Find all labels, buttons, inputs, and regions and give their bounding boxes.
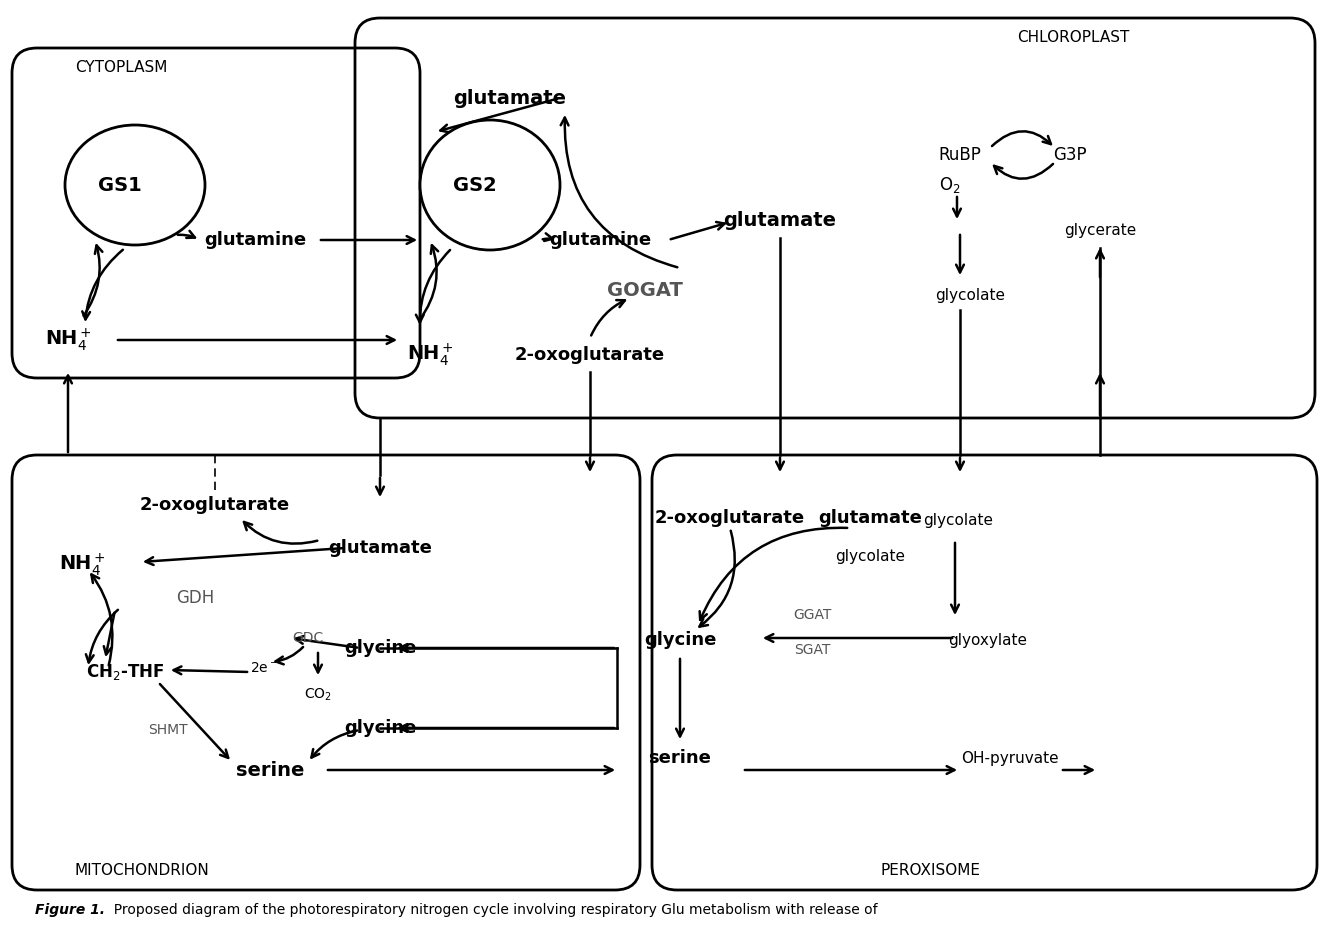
Text: GS2: GS2: [454, 175, 497, 194]
Text: glycine: glycine: [344, 719, 416, 737]
Text: glutamate: glutamate: [329, 539, 432, 557]
Text: NH$_4^+$: NH$_4^+$: [59, 552, 105, 579]
Text: RuBP: RuBP: [939, 146, 982, 164]
Text: serine: serine: [235, 761, 305, 779]
Text: Figure 1.: Figure 1.: [35, 903, 105, 917]
Text: glyoxylate: glyoxylate: [948, 632, 1028, 647]
Text: glycolate: glycolate: [935, 288, 1005, 302]
Text: serine: serine: [649, 749, 712, 767]
Text: glutamate: glutamate: [724, 210, 837, 230]
Text: glutamate: glutamate: [818, 509, 922, 527]
Text: GS1: GS1: [98, 175, 142, 194]
Text: 2-oxoglutarate: 2-oxoglutarate: [654, 509, 805, 527]
Text: glycine: glycine: [644, 631, 716, 649]
Text: MITOCHONDRION: MITOCHONDRION: [74, 863, 210, 878]
Ellipse shape: [65, 125, 205, 245]
Text: 2-oxoglutarate: 2-oxoglutarate: [140, 496, 290, 514]
Text: glutamine: glutamine: [549, 231, 652, 249]
Text: CYTOPLASM: CYTOPLASM: [74, 60, 168, 75]
Ellipse shape: [420, 120, 560, 250]
Text: GGAT: GGAT: [793, 608, 831, 622]
Text: CO$_2$: CO$_2$: [305, 687, 332, 704]
Text: O$_2$: O$_2$: [939, 175, 960, 195]
Text: GOGAT: GOGAT: [606, 280, 682, 299]
Text: glycine: glycine: [344, 639, 416, 657]
Text: OH-pyruvate: OH-pyruvate: [962, 750, 1059, 765]
Text: PEROXISOME: PEROXISOME: [880, 863, 980, 878]
Text: glycerate: glycerate: [1064, 222, 1136, 237]
Text: NH$_4^+$: NH$_4^+$: [44, 326, 92, 354]
Text: 2e$^-$: 2e$^-$: [250, 661, 278, 675]
Text: glycolate: glycolate: [835, 549, 904, 564]
Text: glutamine: glutamine: [203, 231, 306, 249]
Text: 2-oxoglutarate: 2-oxoglutarate: [515, 346, 665, 364]
Text: SGAT: SGAT: [794, 643, 830, 657]
Text: GDC: GDC: [293, 631, 323, 645]
Text: glutamate: glutamate: [454, 88, 567, 108]
Text: Proposed diagram of the photorespiratory nitrogen cycle involving respiratory Gl: Proposed diagram of the photorespiratory…: [105, 903, 878, 917]
Text: glycolate: glycolate: [923, 512, 994, 527]
Text: GDH: GDH: [176, 589, 214, 607]
Text: CH$_2$-THF: CH$_2$-THF: [86, 662, 164, 682]
Text: CHLOROPLAST: CHLOROPLAST: [1017, 30, 1130, 45]
Text: G3P: G3P: [1053, 146, 1087, 164]
Text: NH$_4^+$: NH$_4^+$: [407, 341, 454, 369]
Text: SHMT: SHMT: [148, 723, 188, 737]
